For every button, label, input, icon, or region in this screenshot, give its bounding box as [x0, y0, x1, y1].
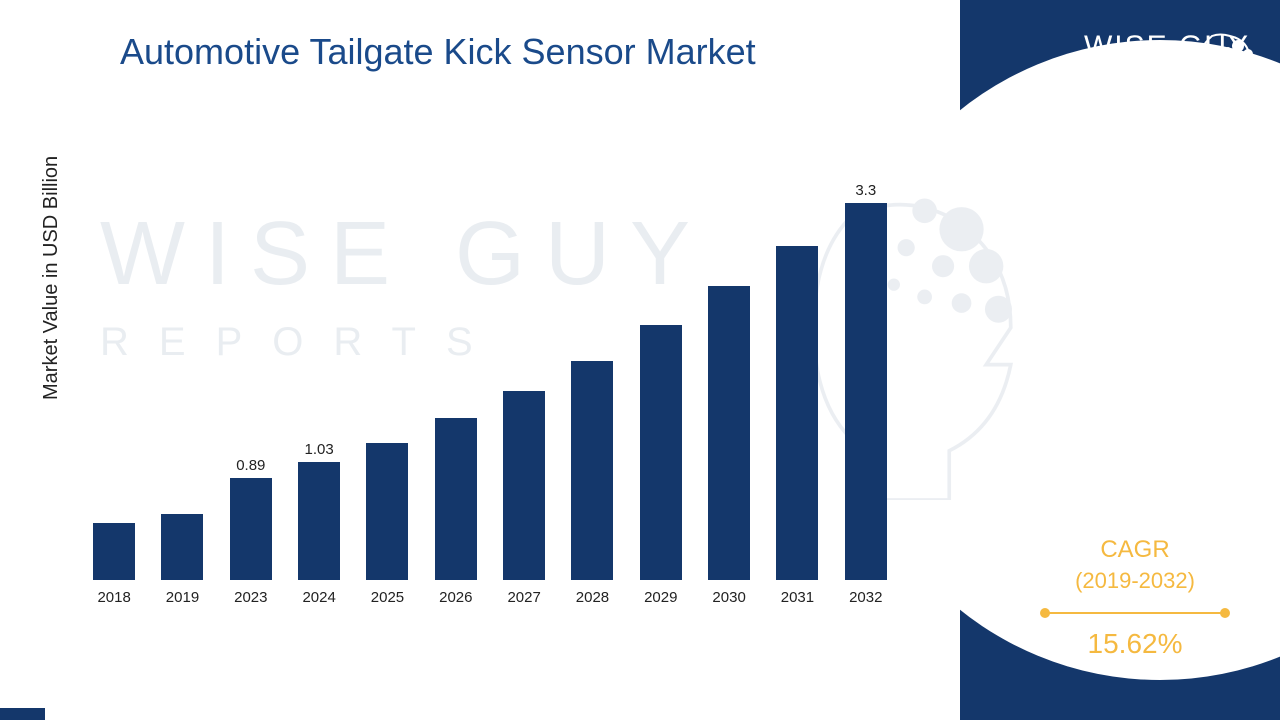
x-tick-label: 2028 [562, 589, 622, 606]
cagr-divider [1045, 612, 1225, 614]
cagr-title: CAGR [1020, 536, 1250, 564]
x-ticks: 2018 2019 2023 2024 2025 2026 2027 2028 2029 2030… [80, 589, 900, 606]
x-tick-label: 2030 [699, 589, 759, 606]
cagr-period: (2019-2032) [1020, 568, 1250, 594]
x-tick-label: 2018 [84, 589, 144, 606]
bar-value-label: 0.89 [236, 457, 265, 474]
bar: 3.3 [836, 203, 896, 580]
bar-rect [640, 325, 682, 580]
bar-rect [435, 418, 477, 580]
x-tick-label: 2029 [631, 589, 691, 606]
bar-rect [708, 286, 750, 580]
x-tick-label: 2027 [494, 589, 554, 606]
bar [562, 361, 622, 580]
bar [357, 443, 417, 580]
brand-logo: WISE GUY REPORTS [1084, 30, 1250, 84]
bar [426, 418, 486, 580]
bar-rect [845, 203, 887, 580]
bar [152, 514, 212, 580]
bar [767, 246, 827, 580]
bar: 1.03 [289, 462, 349, 580]
bar [84, 523, 144, 580]
bar-rect [366, 443, 408, 580]
x-tick-label: 2032 [836, 589, 896, 606]
cagr-block: CAGR (2019-2032) 15.62% [1020, 536, 1250, 660]
x-tick-label: 2023 [221, 589, 281, 606]
y-axis-label: Market Value in USD Billion [40, 156, 63, 400]
bar-rect [571, 361, 613, 580]
chart-title: Automotive Tailgate Kick Sensor Market [120, 30, 756, 73]
bar [494, 391, 554, 580]
bar: 0.89 [221, 478, 281, 580]
x-tick-label: 2025 [357, 589, 417, 606]
bar [699, 286, 759, 580]
x-tick-label: 2031 [767, 589, 827, 606]
bar-rect [161, 514, 203, 580]
brand-head-icon [1190, 30, 1260, 100]
bar-rect [503, 391, 545, 580]
x-tick-label: 2024 [289, 589, 349, 606]
x-tick-label: 2019 [152, 589, 212, 606]
x-tick-label: 2026 [426, 589, 486, 606]
bar-value-label: 3.3 [855, 182, 876, 199]
bar-rect [230, 478, 272, 580]
bar [631, 325, 691, 580]
bar-value-label: 1.03 [305, 441, 334, 458]
bars-container: 0.891.033.3 [80, 180, 900, 580]
cagr-value: 15.62% [1020, 628, 1250, 660]
bottom-accent-bar [0, 708, 45, 720]
chart-area: 0.891.033.3 2018201920232024202520262027… [80, 180, 900, 600]
bar-rect [298, 462, 340, 580]
bar-rect [93, 523, 135, 580]
bar-rect [776, 246, 818, 580]
